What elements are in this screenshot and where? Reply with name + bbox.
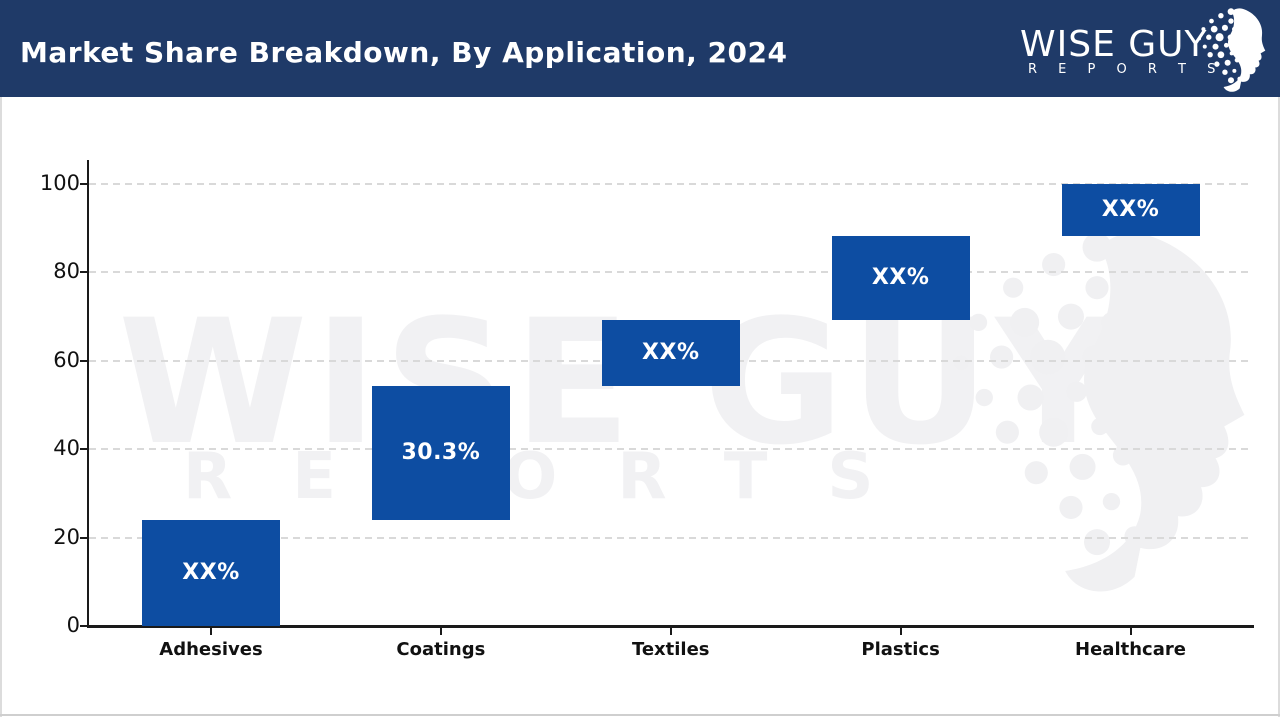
x-tick	[439, 628, 442, 635]
y-tick	[80, 448, 88, 451]
logo-wordmark: WISE GUY	[1020, 24, 1208, 65]
y-axis	[87, 160, 89, 628]
y-tick-label: 80	[53, 259, 80, 284]
x-tick	[899, 628, 902, 635]
bar-value-label: 30.3%	[401, 440, 481, 466]
brand-logo: WISE GUY R E P O R T S	[1018, 4, 1268, 94]
x-tick	[1129, 628, 1132, 635]
bar-value-label: XX%	[642, 340, 700, 366]
x-category-label: Adhesives	[159, 639, 263, 660]
y-tick-label: 20	[53, 524, 80, 549]
bar-value-label: XX%	[871, 265, 930, 291]
y-tick-label: 60	[53, 347, 80, 372]
page-title: Market Share Breakdown, By Application, …	[20, 36, 788, 69]
y-tick	[80, 183, 88, 185]
x-axis	[87, 625, 1254, 628]
x-category-label: Coatings	[396, 639, 486, 660]
bar-value-label: XX%	[182, 560, 240, 586]
page-side-border	[0, 97, 1280, 717]
bar-adhesives: XX%	[142, 519, 280, 626]
x-tick	[669, 628, 672, 635]
y-tick	[80, 625, 88, 627]
bar-value-label: XX%	[1101, 197, 1160, 223]
y-tick	[80, 359, 88, 362]
y-tick-label: 0	[66, 613, 80, 637]
y-gridline	[89, 271, 1253, 274]
bar-textiles: XX%	[601, 319, 740, 386]
watermark-reports: REPORTS	[183, 440, 934, 514]
x-category-label: Plastics	[861, 639, 940, 660]
logo-reports-label: R E P O R T S	[1028, 62, 1224, 77]
y-gridline	[89, 183, 1253, 185]
bar-coatings: 30.3%	[371, 385, 510, 520]
x-category-label: Textiles	[631, 639, 710, 660]
x-category-label: Healthcare	[1075, 639, 1186, 660]
y-tick	[80, 536, 88, 539]
bar-healthcare: XX%	[1061, 184, 1200, 236]
y-gridline	[89, 536, 1253, 539]
y-tick-label: 40	[53, 436, 80, 461]
bar-plastics: XX%	[831, 235, 970, 320]
x-tick	[210, 628, 212, 635]
page-bottom-border	[0, 714, 1280, 716]
y-tick-label: 100	[39, 171, 80, 195]
y-tick	[80, 271, 88, 274]
y-gridline	[89, 448, 1253, 451]
header: Market Share Breakdown, By Application, …	[0, 0, 1280, 97]
